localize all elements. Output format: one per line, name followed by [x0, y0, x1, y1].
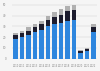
Bar: [59, 15, 63, 23]
Bar: [33, 24, 37, 27]
Bar: [65, 21, 70, 59]
Bar: [78, 50, 83, 51]
Bar: [52, 24, 57, 59]
Bar: [72, 20, 76, 59]
Bar: [78, 51, 83, 53]
Bar: [46, 16, 50, 20]
Bar: [59, 23, 63, 59]
Bar: [59, 9, 63, 15]
Bar: [20, 33, 24, 37]
Bar: [52, 17, 57, 24]
Bar: [39, 24, 44, 30]
Bar: [91, 32, 96, 59]
Bar: [20, 37, 24, 59]
Bar: [72, 10, 76, 20]
Bar: [13, 39, 18, 59]
Bar: [85, 48, 89, 49]
Bar: [46, 20, 50, 26]
Bar: [26, 35, 31, 59]
Bar: [85, 51, 89, 59]
Bar: [26, 27, 31, 31]
Bar: [78, 53, 83, 59]
Bar: [46, 26, 50, 59]
Bar: [91, 24, 96, 27]
Bar: [13, 35, 18, 39]
Bar: [13, 33, 18, 35]
Bar: [65, 6, 70, 11]
Bar: [26, 31, 31, 35]
Bar: [85, 49, 89, 51]
Bar: [33, 32, 37, 59]
Bar: [39, 21, 44, 24]
Bar: [65, 11, 70, 21]
Bar: [39, 30, 44, 59]
Bar: [52, 12, 57, 17]
Bar: [33, 27, 37, 32]
Bar: [91, 27, 96, 32]
Bar: [20, 31, 24, 33]
Bar: [72, 5, 76, 10]
